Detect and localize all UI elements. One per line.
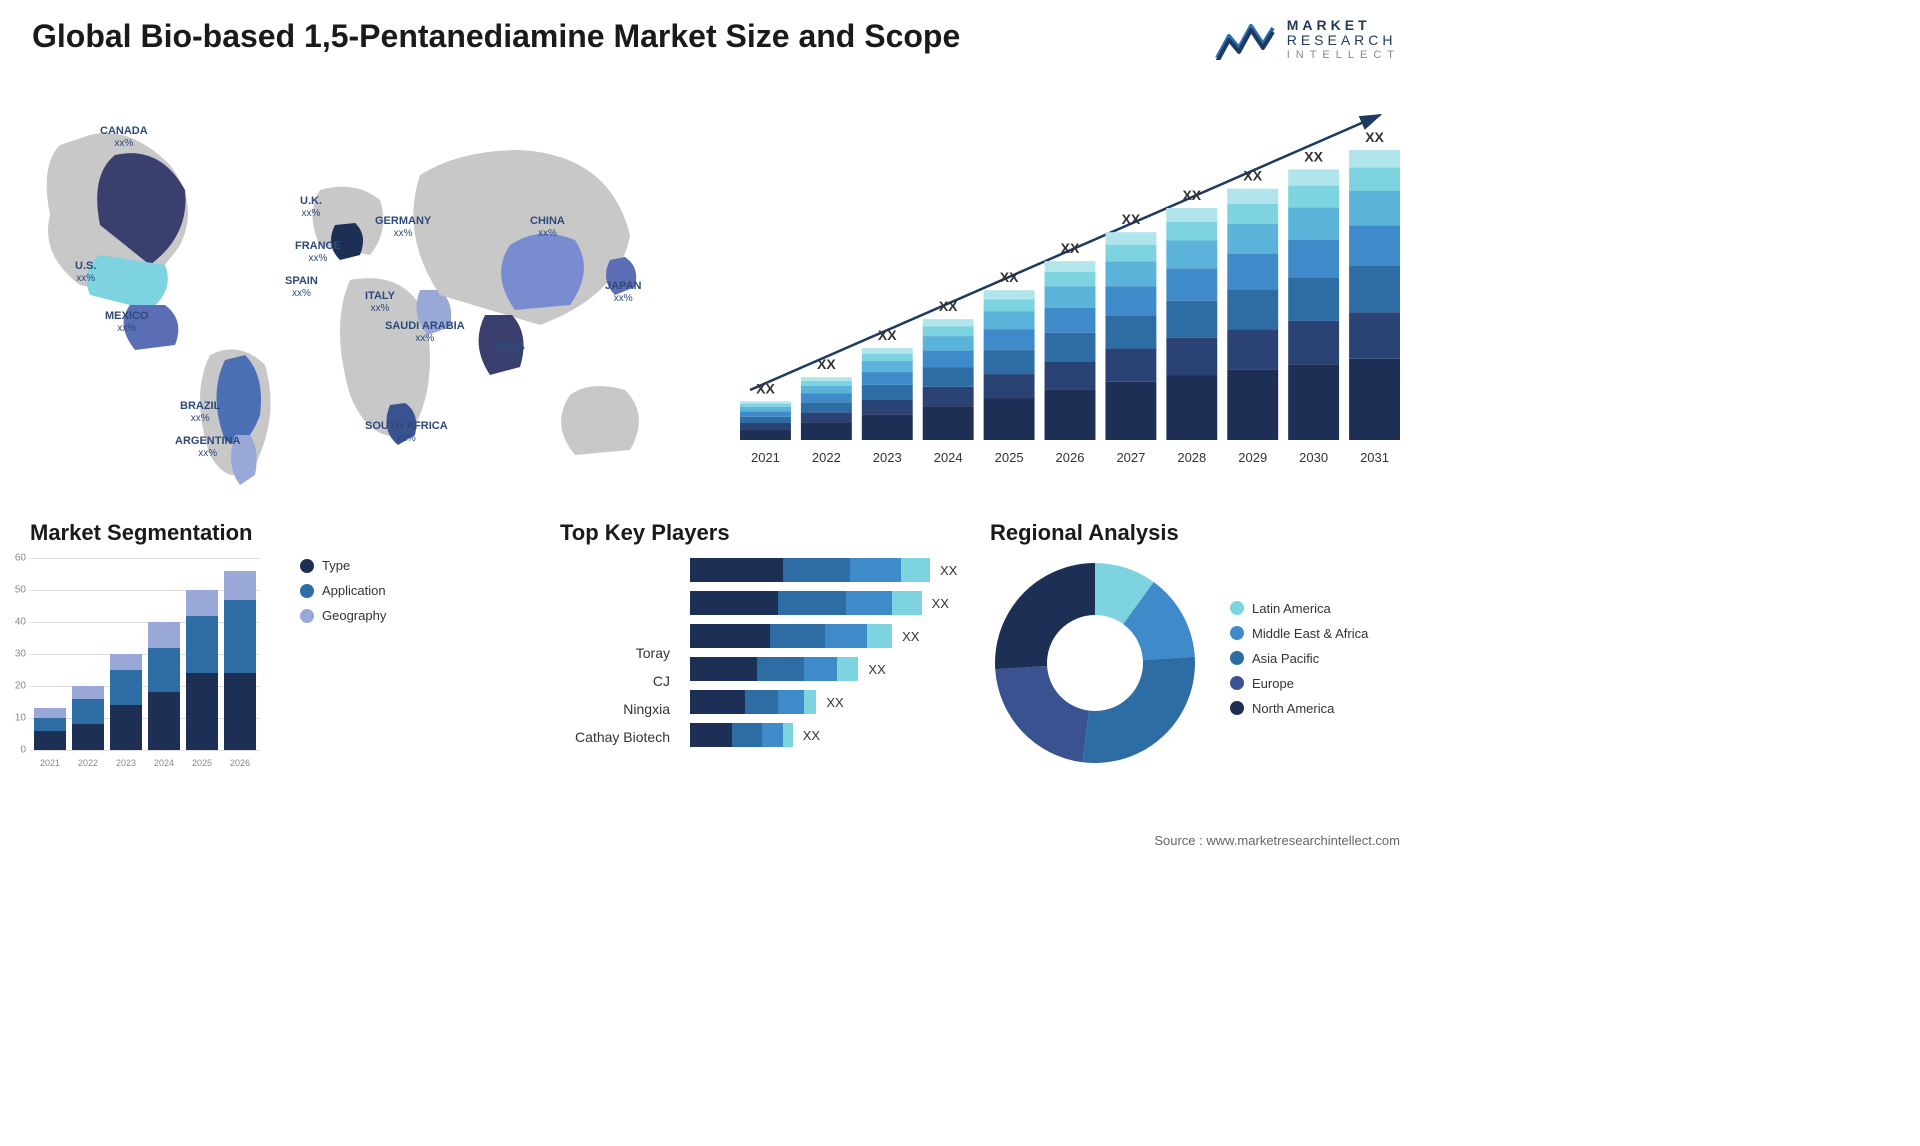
segmentation-chart: 0102030405060202120222023202420252026 Ty… [30, 558, 480, 768]
players-labels: Toray CJ Ningxia Cathay Biotech [560, 558, 670, 747]
country-label: SAUDI ARABIAxx% [385, 320, 465, 345]
market-segmentation-section: Market Segmentation 01020304050602021202… [30, 520, 480, 800]
logo-line-1: MARKET [1287, 18, 1400, 33]
legend-item: Geography [300, 608, 386, 623]
svg-text:2023: 2023 [873, 450, 902, 465]
country-label: CANADAxx% [100, 125, 148, 150]
player-name: Cathay Biotech [560, 729, 670, 745]
legend-item: North America [1230, 701, 1368, 716]
svg-text:2029: 2029 [1238, 450, 1267, 465]
svg-text:2027: 2027 [1116, 450, 1145, 465]
player-row: XX [690, 558, 960, 582]
country-label: INDIAxx% [495, 340, 525, 365]
donut-chart-svg [990, 558, 1200, 768]
country-label: ITALYxx% [365, 290, 395, 315]
svg-text:2021: 2021 [751, 450, 780, 465]
segmentation-bar [34, 708, 66, 750]
logo-icon [1215, 18, 1275, 60]
regional-chart: Latin America Middle East & Africa Asia Pa… [990, 558, 1410, 768]
segmentation-title: Market Segmentation [30, 520, 480, 546]
players-bars: XX XX XX XX XX XX [690, 558, 960, 747]
segmentation-legend: Type Application Geography [300, 558, 386, 768]
player-row: XX [690, 723, 960, 747]
svg-text:XX: XX [1304, 148, 1323, 164]
top-key-players-section: Top Key Players Toray CJ Ningxia Cathay Bio… [560, 520, 960, 800]
regional-legend: Latin America Middle East & Africa Asia Pa… [1230, 601, 1368, 726]
svg-text:2024: 2024 [934, 450, 963, 465]
player-row: XX [690, 624, 960, 648]
svg-text:2030: 2030 [1299, 450, 1328, 465]
segmentation-bar [148, 622, 180, 750]
country-label: SPAINxx% [285, 275, 318, 300]
country-label: MEXICOxx% [105, 310, 148, 335]
country-label: GERMANYxx% [375, 215, 431, 240]
source-attribution: Source : www.marketresearchintellect.com [1154, 833, 1400, 848]
svg-text:XX: XX [1061, 240, 1080, 256]
players-title: Top Key Players [560, 520, 960, 546]
country-label: ARGENTINAxx% [175, 435, 240, 460]
segmentation-bar [224, 571, 256, 750]
logo-text: MARKET RESEARCH INTELLECT [1287, 18, 1400, 61]
svg-text:2025: 2025 [995, 450, 1024, 465]
country-label: FRANCExx% [295, 240, 341, 265]
logo-line-3: INTELLECT [1287, 49, 1400, 61]
country-label: JAPANxx% [605, 280, 641, 305]
country-label: SOUTH AFRICAxx% [365, 420, 448, 445]
country-label: BRAZILxx% [180, 400, 220, 425]
legend-item: Latin America [1230, 601, 1368, 616]
growth-bar-chart: XX 2021 XX 2022 XX 2023 XX 2024 XX 2025 XX 2026 XX 20… [730, 100, 1410, 470]
legend-item: Type [300, 558, 386, 573]
brand-logo: MARKET RESEARCH INTELLECT [1215, 18, 1400, 61]
svg-text:XX: XX [939, 298, 958, 314]
country-label: U.K.xx% [300, 195, 322, 220]
svg-text:XX: XX [817, 356, 836, 372]
svg-text:2028: 2028 [1177, 450, 1206, 465]
legend-item: Application [300, 583, 386, 598]
growth-chart-svg: XX 2021 XX 2022 XX 2023 XX 2024 XX 2025 XX 2026 XX 20… [730, 100, 1410, 470]
svg-text:2031: 2031 [1360, 450, 1389, 465]
svg-text:XX: XX [1122, 211, 1141, 227]
country-label: CHINAxx% [530, 215, 565, 240]
svg-text:2022: 2022 [812, 450, 841, 465]
svg-text:2026: 2026 [1056, 450, 1085, 465]
player-row: XX [690, 657, 960, 681]
svg-text:XX: XX [878, 327, 897, 343]
regional-title: Regional Analysis [990, 520, 1410, 546]
svg-text:XX: XX [1182, 187, 1201, 203]
svg-text:XX: XX [1000, 269, 1019, 285]
legend-item: Asia Pacific [1230, 651, 1368, 666]
country-label: U.S.xx% [75, 260, 96, 285]
player-name: CJ [560, 673, 670, 689]
segmentation-bar [110, 654, 142, 750]
svg-text:XX: XX [1365, 129, 1384, 145]
page-title: Global Bio-based 1,5-Pentanediamine Mark… [32, 18, 960, 55]
world-map: CANADAxx% U.S.xx% MEXICOxx% BRAZILxx% ARGENT… [20, 95, 700, 495]
svg-text:XX: XX [756, 380, 775, 396]
player-row: XX [690, 690, 960, 714]
logo-line-2: RESEARCH [1287, 33, 1400, 48]
player-row: XX [690, 591, 960, 615]
world-map-svg [20, 95, 700, 495]
svg-text:XX: XX [1243, 168, 1262, 184]
players-chart: TorayCJNingxiaCathay Biotech XXXXXXXXXXX… [560, 558, 960, 747]
regional-analysis-section: Regional Analysis Latin America Middle Ea… [990, 520, 1410, 800]
segmentation-bar [72, 686, 104, 750]
legend-item: Europe [1230, 676, 1368, 691]
segmentation-plot: 0102030405060202120222023202420252026 [30, 558, 260, 768]
segmentation-bar [186, 590, 218, 750]
legend-item: Middle East & Africa [1230, 626, 1368, 641]
player-name: Ningxia [560, 701, 670, 717]
player-name: Toray [560, 645, 670, 661]
